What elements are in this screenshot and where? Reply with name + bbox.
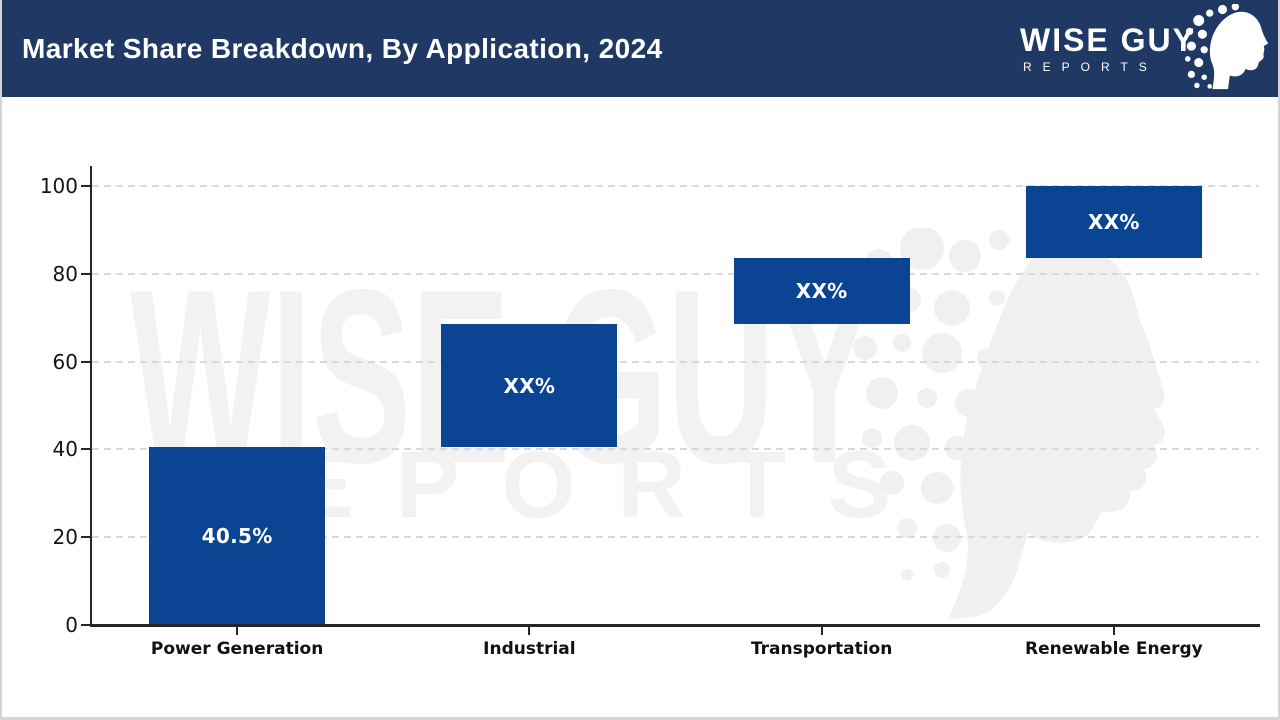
logo-wiseguy-text: WISE GUY <box>1019 22 1196 58</box>
y-tick-label: 100 <box>39 174 78 198</box>
y-tick <box>81 536 90 539</box>
x-tick-label: Industrial <box>483 639 576 659</box>
gridline-80 <box>92 272 1259 275</box>
gridline-100 <box>92 185 1259 187</box>
y-tick-label: 80 <box>52 261 78 286</box>
gridline-60 <box>92 360 1259 363</box>
page-title: Market Share Breakdown, By Application, … <box>22 32 663 64</box>
bar-label: XX% <box>503 373 556 398</box>
x-tick-label: Transportation <box>750 639 893 659</box>
bar-industrial: XX% <box>441 324 618 448</box>
gridline-20 <box>92 536 1259 539</box>
y-tick-label: 0 <box>65 613 78 637</box>
bar-transportation: XX% <box>733 258 910 325</box>
x-tick <box>528 627 531 635</box>
x-tick <box>820 627 823 635</box>
logo-head-icon <box>1185 3 1269 89</box>
y-tick <box>81 624 90 626</box>
header: Market Share Breakdown, By Application, … <box>2 0 1278 97</box>
logo: WISE GUY REPORTS <box>1020 3 1274 90</box>
bar-renewable-energy: XX% <box>1025 186 1202 259</box>
x-tick <box>1112 627 1115 635</box>
y-tick <box>81 448 90 451</box>
logo-reports-text: REPORTS <box>1022 60 1158 74</box>
bar-label: XX% <box>1087 210 1140 235</box>
x-tick <box>236 627 239 635</box>
bar-label: XX% <box>795 279 848 304</box>
x-tick-label: Renewable Energy <box>1024 639 1203 659</box>
bar-label: 40.5% <box>201 524 273 549</box>
y-tick <box>81 360 90 363</box>
y-tick-label: 60 <box>52 349 78 374</box>
logo-text: WISE GUY REPORTS <box>1020 23 1196 74</box>
y-tick <box>81 185 90 187</box>
bar-power-generation: 40.5% <box>149 447 326 625</box>
y-tick <box>81 272 90 275</box>
y-axis <box>90 166 92 626</box>
x-axis <box>90 624 1260 627</box>
y-tick-label: 20 <box>52 525 78 550</box>
gridline-40 <box>92 448 1259 451</box>
x-tick-label: Power Generation <box>150 639 324 659</box>
y-tick-label: 40 <box>52 437 78 462</box>
